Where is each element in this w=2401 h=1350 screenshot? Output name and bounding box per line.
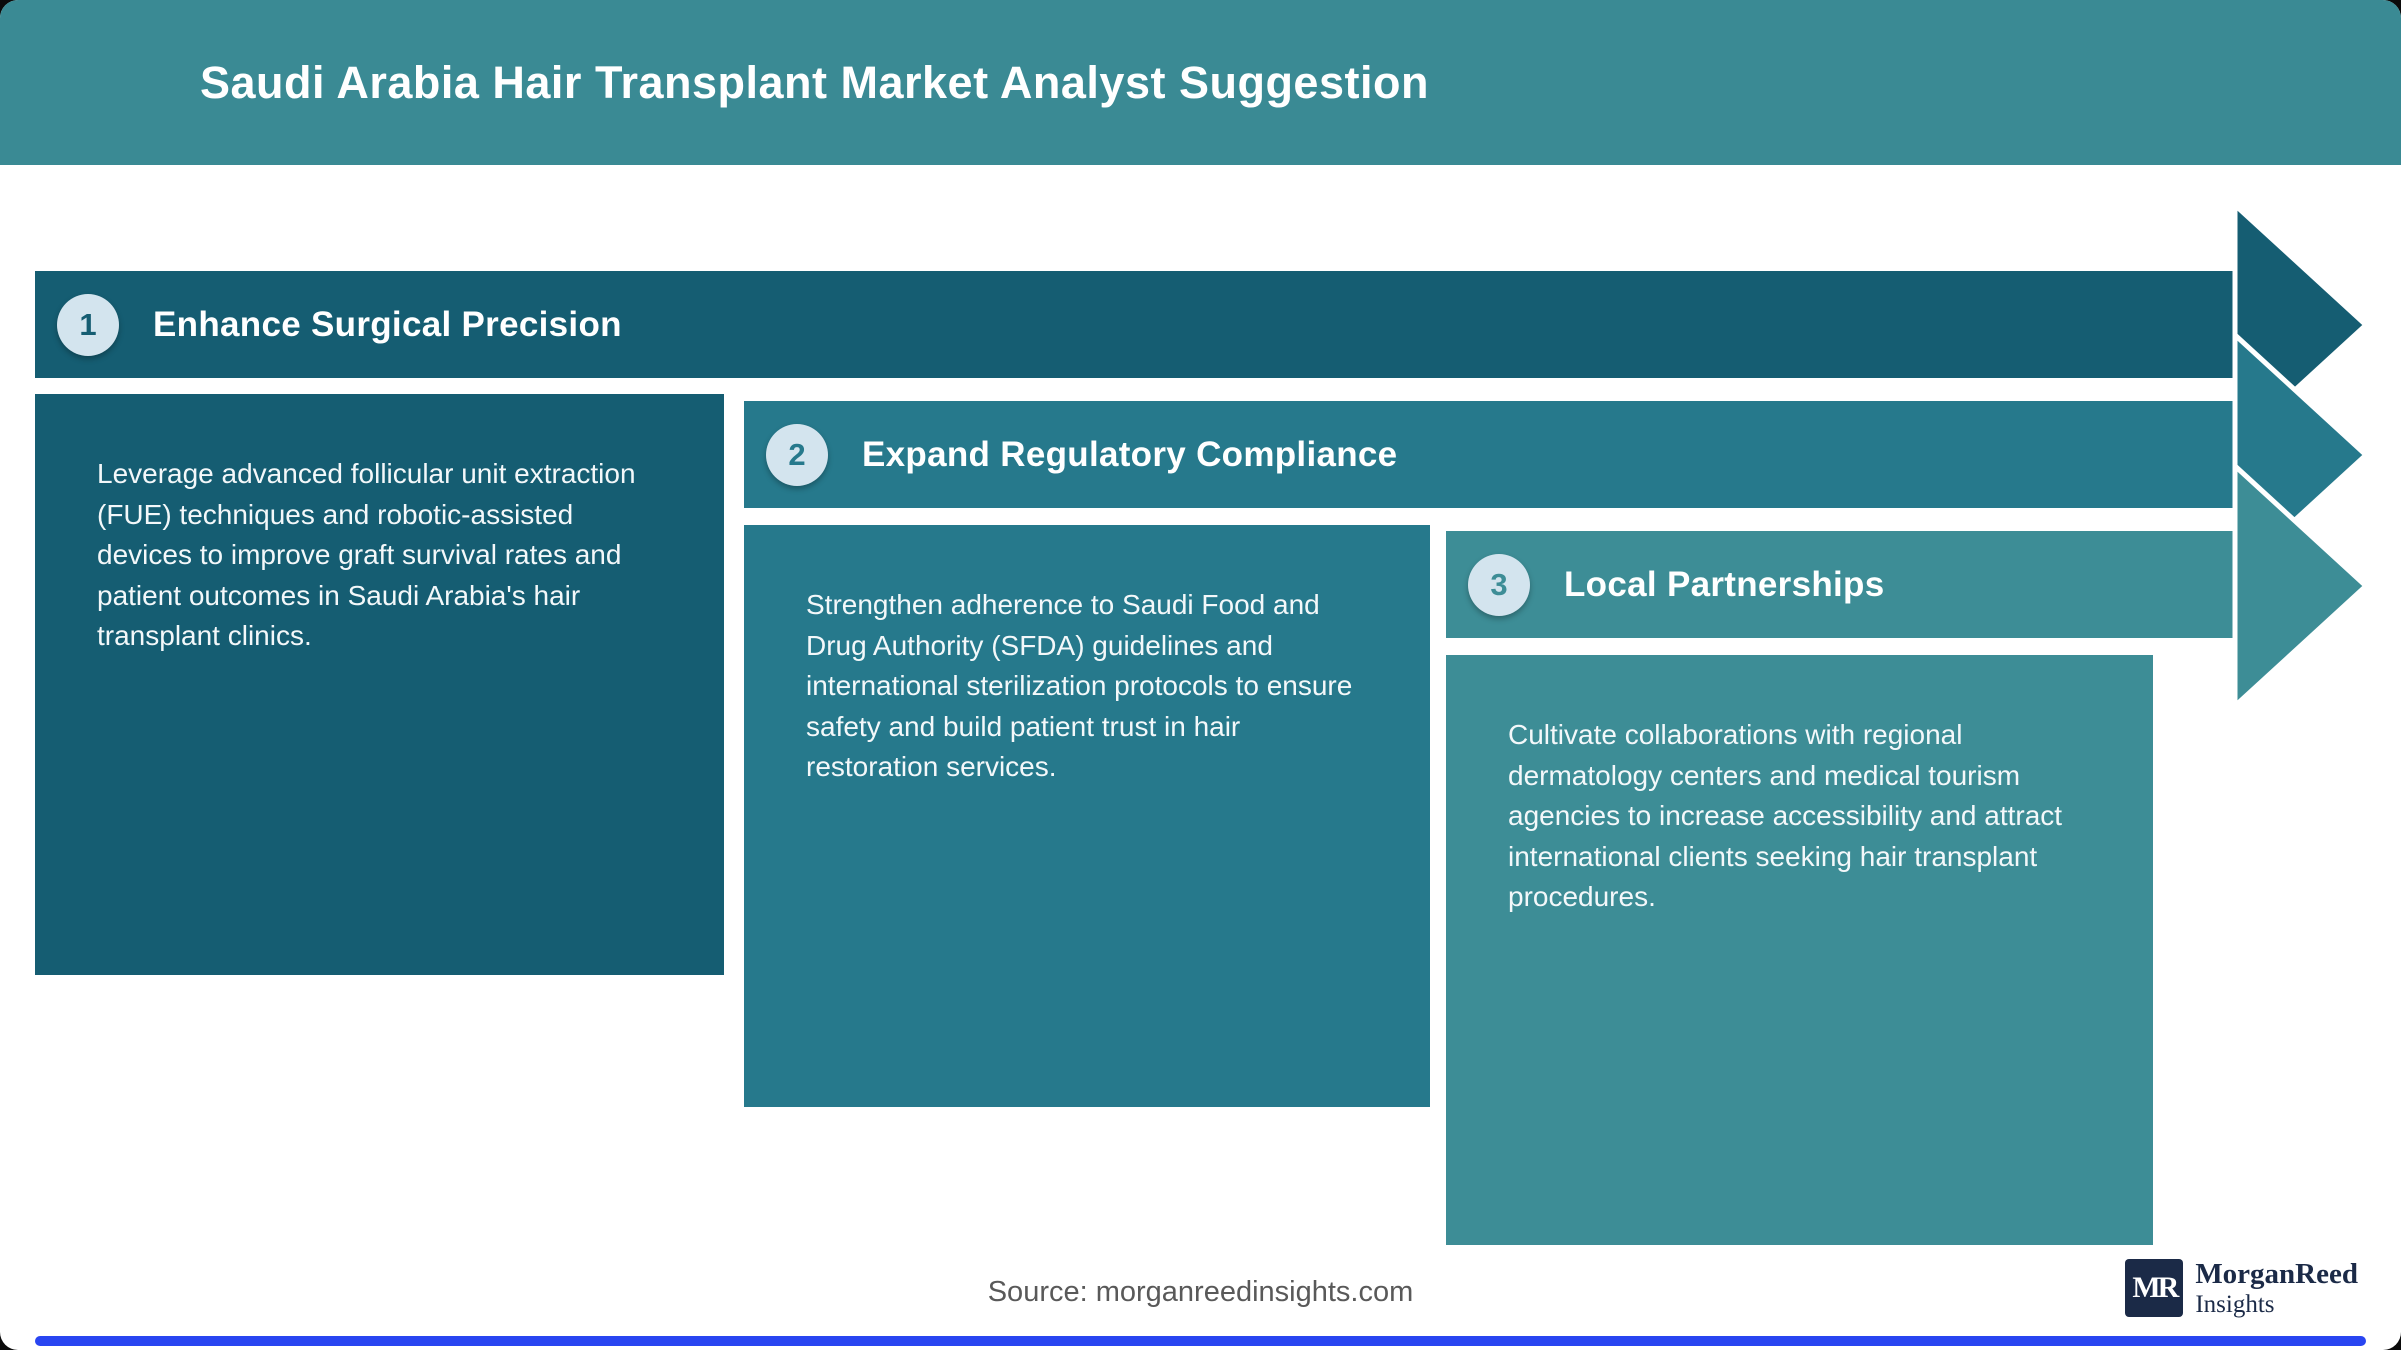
- step-1-arrow-bar: 1 Enhance Surgical Precision: [35, 271, 2236, 378]
- header-bar: Saudi Arabia Hair Transplant Market Anal…: [0, 0, 2401, 165]
- step-1-description: Leverage advanced follicular unit extrac…: [97, 458, 636, 652]
- step-1-badge: 1: [57, 293, 119, 356]
- step-2-description: Strengthen adherence to Saudi Food and D…: [806, 589, 1353, 783]
- step-3-arrow-bar: 3 Local Partnerships: [1446, 531, 2236, 638]
- step-2-arrow-bar: 2 Expand Regulatory Compliance: [744, 401, 2236, 508]
- brand-name: MorganReed: [2195, 1257, 2358, 1290]
- step-1-description-box: Leverage advanced follicular unit extrac…: [35, 394, 724, 975]
- brand-logo: MR MorganReed Insights: [2125, 1257, 2358, 1318]
- step-3-description: Cultivate collaborations with regional d…: [1508, 719, 2063, 913]
- step-3-badge: 3: [1468, 553, 1530, 616]
- step-3-title: Local Partnerships: [1564, 564, 1885, 604]
- page-title: Saudi Arabia Hair Transplant Market Anal…: [200, 56, 1429, 108]
- step-2-title: Expand Regulatory Compliance: [862, 434, 1398, 474]
- brand-monogram-icon: MR: [2125, 1259, 2184, 1318]
- step-3-description-box: Cultivate collaborations with regional d…: [1446, 655, 2153, 1245]
- step-2-badge: 2: [766, 423, 828, 486]
- step-2-description-box: Strengthen adherence to Saudi Food and D…: [744, 525, 1430, 1107]
- brand-tagline: Insights: [2195, 1290, 2275, 1318]
- bottom-accent-bar: [35, 1336, 2366, 1346]
- step-3-arrowhead-icon: [2232, 462, 2370, 710]
- step-1-title: Enhance Surgical Precision: [153, 304, 622, 344]
- source-text: Source: morganreedinsights.com: [987, 1276, 1414, 1308]
